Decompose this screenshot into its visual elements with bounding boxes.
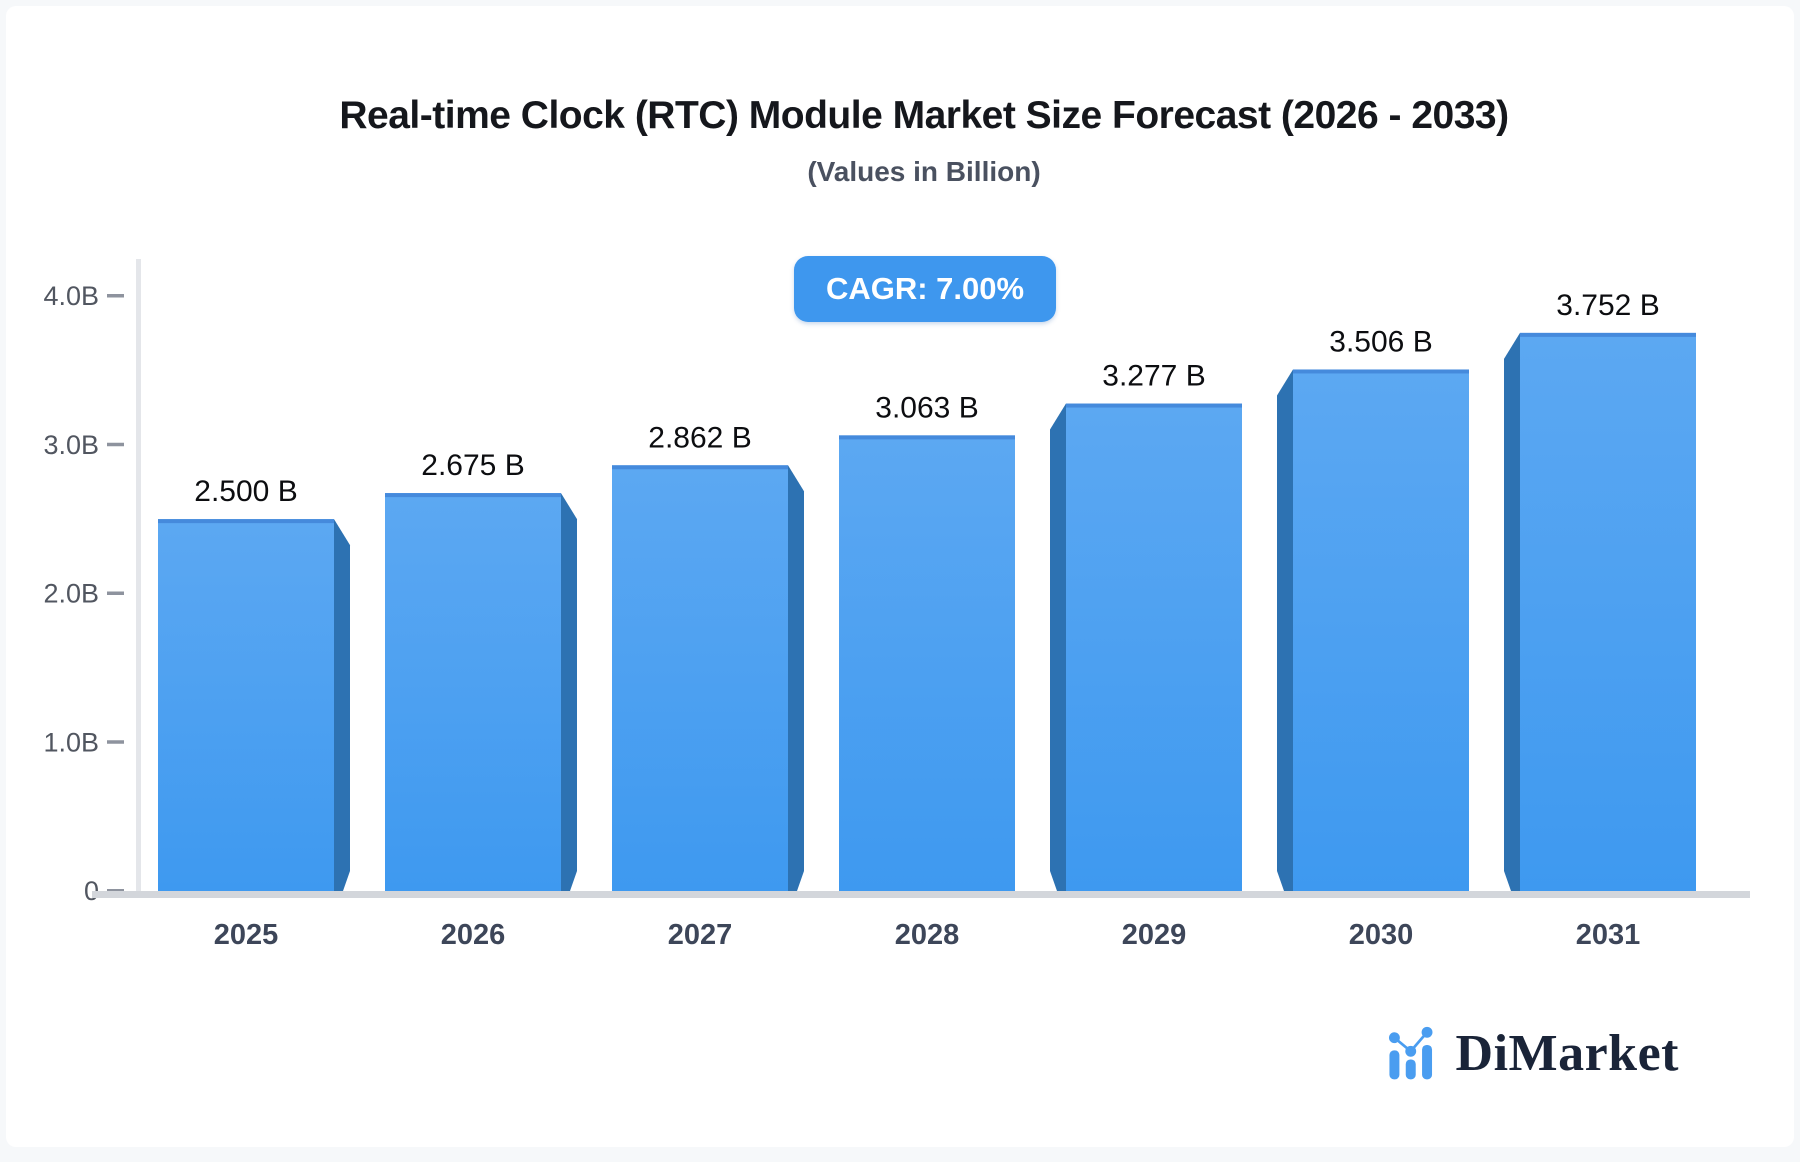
x-tick-label: 2027 [668,919,733,951]
bar-top-edge [1293,369,1469,374]
x-tick-label: 2029 [1122,919,1187,951]
x-axis-baseline [92,891,1750,898]
chart-header: Real-time Clock (RTC) Module Market Size… [54,6,1794,188]
bar-side-face [788,465,804,891]
x-tick-label: 2031 [1576,919,1641,951]
bar-face [1520,332,1696,891]
bar-top-edge [158,519,334,524]
y-tick-label: 0 [84,876,99,906]
x-tick-label: 2028 [895,919,960,951]
bar-face [612,465,788,891]
bar-top-edge [1066,403,1242,408]
bar-top-edge [385,493,561,498]
bar-side-face [334,519,350,891]
bar-side-face [1050,403,1066,891]
y-tick-label: 4.0B [43,281,99,311]
bar-value-label: 2.862 B [648,421,751,454]
cagr-badge: CAGR: 7.00% [794,256,1056,322]
bar-face [1066,403,1242,891]
x-tick-label: 2026 [441,919,506,951]
x-tick-label: 2030 [1349,919,1414,951]
bar-value-label: 3.277 B [1102,360,1205,393]
mini-bar-chart-icon [1388,1026,1432,1079]
bar-value-label: 3.063 B [875,391,978,424]
bar-face [158,519,334,891]
bar-side-face [561,493,577,891]
x-tick-label: 2025 [214,919,279,951]
chart-subtitle: (Values in Billion) [807,156,1041,187]
bar-value-label: 3.752 B [1556,289,1659,322]
y-tick-label: 3.0B [43,430,99,460]
y-tick-label: 2.0B [43,579,99,609]
brand-logo-text: DiMarket [1455,1025,1679,1082]
bar-chart: 0 1.0B 2.0B 3.0B 4.0B 2.500 B 2025 2.675 B 2026 2… [43,259,1750,951]
bar-face [1293,369,1469,891]
bar-face [385,493,561,891]
y-tick-dash [107,442,124,447]
bar-face [839,435,1015,891]
bar-side-face [1277,369,1293,891]
y-tick-dash [107,294,124,298]
y-tick-dash [107,889,124,893]
y-axis-line [136,259,141,891]
bar-value-label: 2.675 B [421,449,524,482]
bar-value-label: 3.506 B [1329,325,1432,358]
brand-logo: DiMarket [1384,1024,1679,1083]
cagr-badge-label: CAGR: 7.00% [825,271,1025,306]
chart-card: Real-time Clock (RTC) Module Market Size… [6,6,1794,1147]
y-tick-dash [107,740,124,744]
bar-top-edge [839,435,1015,440]
bar-top-edge [612,465,788,470]
bar-value-label: 2.500 B [194,475,297,508]
bar-top-edge [1520,332,1696,337]
bar-side-face [1504,332,1520,891]
y-tick-dash [107,591,124,595]
chart-title: Real-time Clock (RTC) Module Market Size… [339,94,1509,137]
y-tick-label: 1.0B [43,727,99,757]
